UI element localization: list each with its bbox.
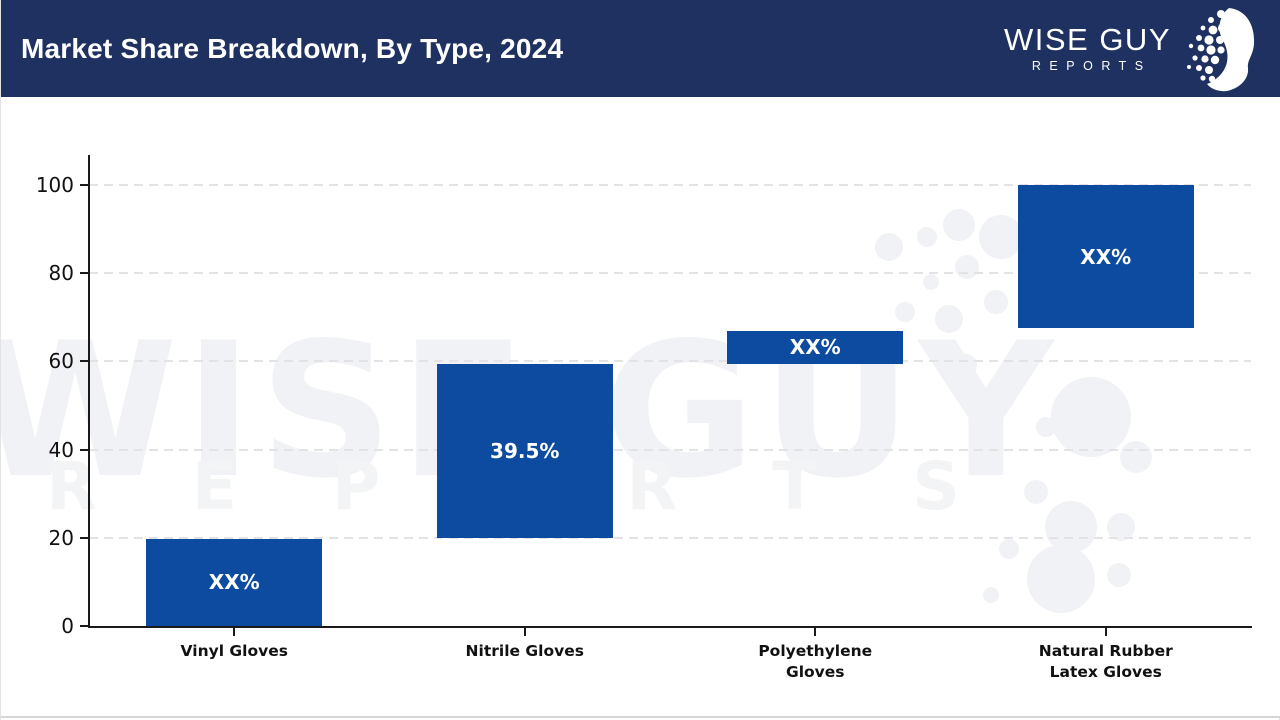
- x-tick-label: Nitrile Gloves: [395, 641, 655, 662]
- gridline: [89, 536, 1251, 539]
- y-tick-label: 60: [48, 349, 74, 374]
- y-axis-tick: [80, 184, 88, 186]
- y-tick-label: 20: [48, 525, 74, 550]
- x-axis-tick: [523, 628, 526, 636]
- x-axis: [88, 626, 1252, 628]
- gridline: [89, 272, 1251, 275]
- x-tick-label-line: Nitrile Gloves: [465, 642, 584, 660]
- footer-divider: [1, 716, 1280, 718]
- x-tick-label: Natural Rubber Latex Gloves: [976, 641, 1236, 683]
- x-tick-label: Polyethylene Gloves: [685, 641, 945, 683]
- y-axis-tick: [80, 360, 88, 363]
- x-tick-label-line: Latex Gloves: [1049, 663, 1162, 681]
- y-tick-label: 40: [48, 437, 74, 462]
- x-tick-label: Vinyl Gloves: [104, 641, 364, 662]
- x-tick-label-line: Polyethylene: [758, 642, 873, 660]
- logo-face-dots-icon: [1187, 7, 1255, 91]
- y-tick-label: 100: [35, 173, 74, 197]
- bar: XX%: [1017, 185, 1194, 329]
- bar: XX%: [727, 330, 904, 364]
- x-tick-label-line: Gloves: [785, 663, 845, 681]
- y-tick-label: 0: [61, 614, 74, 638]
- y-tick-label: 80: [48, 261, 74, 286]
- gridline: [89, 184, 1251, 186]
- logo-subtitle: REPORTS: [1031, 59, 1152, 73]
- x-tick-label-line: Vinyl Gloves: [180, 642, 288, 660]
- y-axis-tick: [80, 272, 88, 275]
- y-axis-tick: [80, 448, 88, 451]
- logo-text: WISE GUY REPORTS: [1004, 24, 1171, 73]
- y-axis-tick: [80, 625, 88, 627]
- page-title: Market Share Breakdown, By Type, 2024: [21, 32, 564, 64]
- y-axis-tick: [80, 536, 88, 539]
- logo-wordmark: WISE GUY: [1003, 22, 1171, 57]
- gridline: [89, 448, 1251, 451]
- x-axis-tick: [1104, 628, 1107, 636]
- x-tick-label-line: Natural Rubber: [1038, 642, 1173, 660]
- header-bar: Market Share Breakdown, By Type, 2024 WI…: [1, 0, 1280, 97]
- wise-guy-logo: WISE GUY REPORTS: [1004, 6, 1255, 92]
- x-axis-tick: [233, 628, 236, 636]
- gridline: [89, 360, 1251, 363]
- bar-value-label: XX%: [208, 570, 260, 595]
- bar-value-label: XX%: [1080, 244, 1132, 269]
- waterfall-chart: WISE GUY R E P O R T S 020406080100XX%Vi…: [1, 97, 1280, 716]
- y-axis: [88, 155, 90, 628]
- bar: XX%: [146, 538, 323, 626]
- x-axis-tick: [814, 628, 817, 636]
- bar: 39.5%: [436, 363, 613, 538]
- bar-value-label: XX%: [789, 335, 841, 360]
- bar-value-label: 39.5%: [490, 438, 560, 463]
